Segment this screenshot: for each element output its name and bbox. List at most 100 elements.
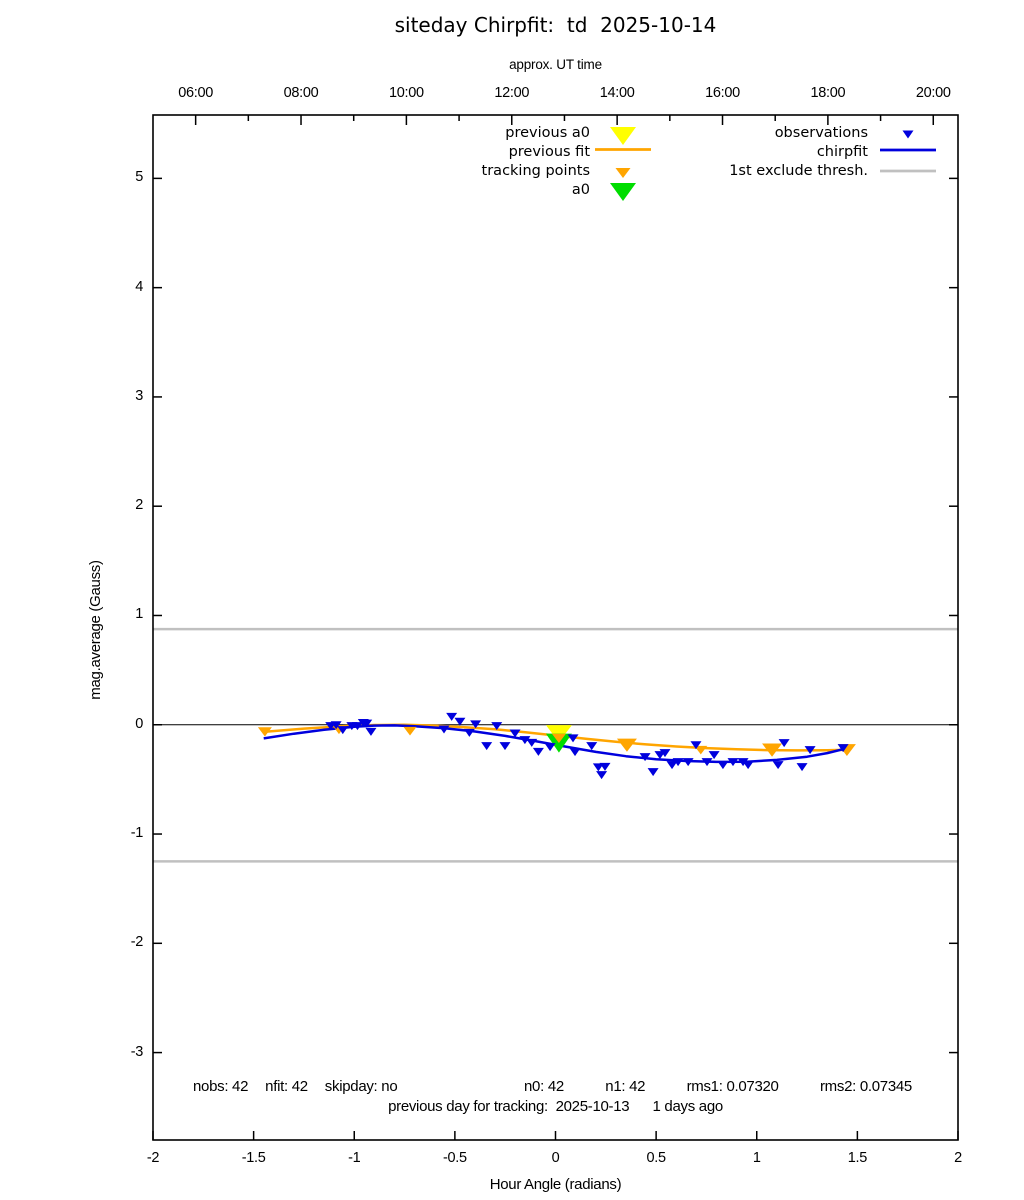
x-tick-label: 2 <box>954 1150 962 1166</box>
observation-marker <box>639 753 651 762</box>
top-axis-title: approx. UT time <box>509 57 602 72</box>
observation-marker <box>708 751 720 760</box>
observation-marker <box>361 719 373 728</box>
observation-marker <box>772 761 784 770</box>
observation-marker <box>586 742 598 751</box>
observation-marker <box>701 758 713 767</box>
observation-marker <box>351 722 363 731</box>
legend-label-exclude-thresh: 1st exclude thresh. <box>729 163 868 179</box>
legend-label-a0: a0 <box>571 182 590 198</box>
tracking-point-marker <box>694 745 708 755</box>
x-tick-label: 1.5 <box>847 1150 868 1166</box>
observation-marker <box>491 722 503 731</box>
observation-marker <box>438 725 450 734</box>
y-axis-title: mag.average (Gauss) <box>87 560 104 700</box>
legend-label-chirpfit: chirpfit <box>816 144 868 160</box>
legend-label-observations: observations <box>774 125 868 141</box>
observation-marker <box>446 712 458 721</box>
x-tick-label: 0.5 <box>646 1150 666 1166</box>
time-tick-label: 14:00 <box>599 85 635 101</box>
observation-marker <box>672 758 684 767</box>
observation-marker <box>532 747 544 756</box>
stat-rms2: rms2: 0.07345 <box>819 1078 912 1095</box>
observation-marker <box>454 717 466 726</box>
observation-marker <box>567 734 579 743</box>
time-tick-label: 10:00 <box>388 85 424 101</box>
tracking-point-marker <box>551 733 566 744</box>
legend-marker-a0 <box>610 183 636 201</box>
observation-marker <box>804 746 816 755</box>
stat-nobs: nobs: 42 <box>193 1078 249 1095</box>
observation-marker <box>682 758 694 767</box>
y-tick-label: 5 <box>135 169 143 186</box>
observation-marker <box>470 720 482 729</box>
y-tick-label: 1 <box>135 606 143 623</box>
stats-row1-left: nobs: 42 nfit: 42 skipday: no <box>193 1078 398 1095</box>
stat-n1: n1: 42 <box>605 1078 646 1095</box>
tracking-point-marker <box>403 726 417 736</box>
time-tick-label: 08:00 <box>283 85 319 101</box>
observation-marker <box>596 771 608 780</box>
previous-a0-marker <box>545 725 572 743</box>
time-tick-label: 06:00 <box>178 85 214 101</box>
stats-row2-previous-day: previous day for tracking: 2025-10-13 1 … <box>388 1098 723 1115</box>
tracking-point-marker <box>616 738 637 752</box>
legend-marker-observations <box>902 130 914 139</box>
observation-marker <box>519 736 531 745</box>
x-tick-label: -2 <box>146 1150 160 1166</box>
observation-marker <box>592 763 604 772</box>
observation-marker <box>337 726 349 735</box>
x-tick-label: -1.5 <box>241 1150 266 1166</box>
observation-marker <box>569 748 581 757</box>
y-tick-label: -1 <box>130 825 144 842</box>
observation-marker <box>544 743 556 752</box>
legend-marker-tracking-points <box>615 168 631 178</box>
stat-n0: n0: 42 <box>524 1078 564 1095</box>
tracking-point-marker <box>257 727 272 737</box>
a0-marker <box>545 733 572 753</box>
observation-marker <box>509 729 521 738</box>
legend-label-previous-a0: previous a0 <box>505 125 590 141</box>
plot-border <box>152 114 959 1141</box>
x-axis-title: Hour Angle (radians) <box>489 1176 622 1193</box>
observation-marker <box>727 758 739 767</box>
chart-title: siteday Chirpfit: td 2025-10-14 <box>394 13 717 37</box>
observation-marker <box>796 763 808 772</box>
legend-label-tracking-points: tracking points <box>481 163 590 179</box>
legend-marker-previous-a0 <box>610 127 636 145</box>
y-tick-label: -3 <box>130 1043 144 1060</box>
stat-nfit: nfit: 42 <box>265 1078 308 1095</box>
y-tick-label: 2 <box>135 497 143 514</box>
y-tick-label: -2 <box>130 934 144 951</box>
observation-marker <box>330 721 342 730</box>
observation-marker <box>690 741 702 750</box>
x-tick-label: 1 <box>752 1150 761 1166</box>
legend-label-previous-fit: previous fit <box>508 144 590 160</box>
time-tick-label: 20:00 <box>915 85 951 101</box>
legend-left-column: previous a0 previous fit tracking points… <box>482 124 590 200</box>
x-tick-label: -1 <box>348 1150 361 1166</box>
time-tick-label: 12:00 <box>494 85 530 101</box>
legend-right-column: observations chirpfit 1st exclude thresh… <box>729 124 868 181</box>
time-tick-label: 18:00 <box>810 85 846 101</box>
observation-marker <box>365 727 377 736</box>
y-tick-label: 3 <box>135 387 143 404</box>
time-tick-label: 16:00 <box>705 85 740 101</box>
observation-marker <box>481 742 493 751</box>
observation-marker <box>742 761 754 770</box>
observation-marker <box>499 742 511 751</box>
x-tick-label: 0 <box>551 1150 560 1166</box>
observation-marker <box>647 768 659 777</box>
observation-marker <box>526 738 538 747</box>
observation-marker <box>778 739 790 748</box>
observation-marker <box>659 749 671 758</box>
tracking-point-marker <box>762 743 783 757</box>
observation-marker <box>599 762 611 771</box>
observation-marker <box>666 761 678 770</box>
observation-marker <box>463 728 475 737</box>
x-tick-label: -0.5 <box>442 1150 467 1166</box>
stat-rms1: rms1: 0.07320 <box>686 1078 779 1095</box>
y-tick-label: 4 <box>135 278 143 295</box>
